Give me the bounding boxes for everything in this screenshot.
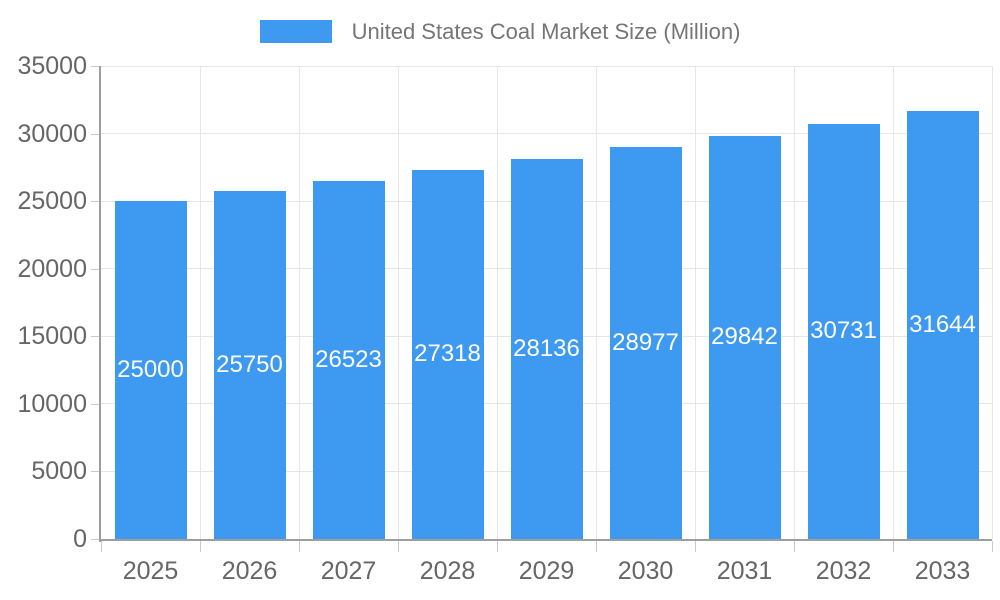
h-gridline xyxy=(101,65,992,67)
bar-value-label: 25750 xyxy=(216,351,283,378)
y-axis-tick xyxy=(91,201,99,203)
y-axis-label: 0 xyxy=(73,525,87,553)
y-axis-tick xyxy=(91,133,99,135)
bar-2028[interactable]: 27318 xyxy=(411,169,484,539)
legend-swatch xyxy=(259,20,332,43)
x-axis-label: 2025 xyxy=(122,557,179,585)
bar-value-label: 25000 xyxy=(117,356,184,384)
bar-2029[interactable]: 28136 xyxy=(510,158,583,539)
bar-value-label: 31644 xyxy=(909,311,976,339)
v-gridline xyxy=(595,66,597,539)
bar-value-label: 29842 xyxy=(711,323,778,351)
x-axis-tick xyxy=(298,541,300,552)
x-axis-tick xyxy=(496,541,498,552)
x-axis-tick xyxy=(595,541,597,552)
plot-area: 25000 25750 26523 27318 28136 28977 29842 30731… xyxy=(101,65,993,539)
x-axis-tick xyxy=(199,541,201,552)
y-axis-label: 25000 xyxy=(17,187,87,216)
x-axis-label: 2032 xyxy=(815,557,872,585)
bar-2032[interactable]: 30731 xyxy=(807,123,880,539)
bar-2026[interactable]: 25750 xyxy=(213,191,286,539)
x-axis-tick xyxy=(793,541,795,552)
bar-value-label: 30731 xyxy=(810,317,877,345)
v-gridline xyxy=(397,66,399,539)
h-gridline xyxy=(101,133,992,135)
bar-2030[interactable]: 28977 xyxy=(609,147,682,539)
y-axis-label: 15000 xyxy=(17,322,87,351)
y-axis-label: 10000 xyxy=(17,389,87,418)
x-axis-tick xyxy=(892,541,894,552)
v-gridline xyxy=(199,66,201,539)
x-axis-label: 2033 xyxy=(914,557,971,585)
bar-2033[interactable]: 31644 xyxy=(906,111,979,539)
x-axis-label: 2031 xyxy=(716,557,773,585)
legend[interactable]: United States Coal Market Size (Million) xyxy=(0,20,1000,43)
bar-2025[interactable]: 25000 xyxy=(114,201,187,539)
x-axis-line xyxy=(99,539,992,541)
x-axis-label: 2027 xyxy=(320,557,377,585)
bar-2027[interactable]: 26523 xyxy=(312,180,385,539)
bar-value-label: 27318 xyxy=(414,340,481,368)
y-axis-tick xyxy=(91,539,99,540)
v-gridline xyxy=(991,66,993,539)
v-gridline xyxy=(298,66,300,539)
bar-2031[interactable]: 29842 xyxy=(708,135,781,539)
v-gridline xyxy=(892,66,894,539)
x-axis-tick xyxy=(694,541,696,552)
y-axis-label: 35000 xyxy=(17,52,87,80)
legend-label: United States Coal Market Size (Million) xyxy=(351,19,741,44)
y-axis-tick xyxy=(91,471,99,473)
bar-value-label: 28136 xyxy=(513,334,580,362)
y-axis-tick xyxy=(91,66,99,67)
y-axis-line xyxy=(99,66,101,542)
x-axis-tick xyxy=(100,541,102,552)
y-axis-label: 5000 xyxy=(31,457,87,486)
y-axis-tick xyxy=(91,336,99,338)
y-axis-label: 30000 xyxy=(17,119,87,148)
bar-value-label: 26523 xyxy=(315,345,382,373)
y-axis-tick xyxy=(91,268,99,270)
x-axis-label: 2026 xyxy=(221,557,278,585)
y-axis-tick xyxy=(91,403,99,405)
bar-value-label: 28977 xyxy=(612,329,679,357)
v-gridline xyxy=(496,66,498,539)
v-gridline xyxy=(694,66,696,539)
x-axis-label: 2028 xyxy=(419,557,476,585)
x-axis-tick xyxy=(397,541,399,552)
x-axis-tick xyxy=(991,541,993,552)
x-axis-label: 2029 xyxy=(518,557,575,585)
y-axis-label: 20000 xyxy=(17,254,87,283)
v-gridline xyxy=(793,66,795,539)
x-axis-label: 2030 xyxy=(617,557,674,585)
